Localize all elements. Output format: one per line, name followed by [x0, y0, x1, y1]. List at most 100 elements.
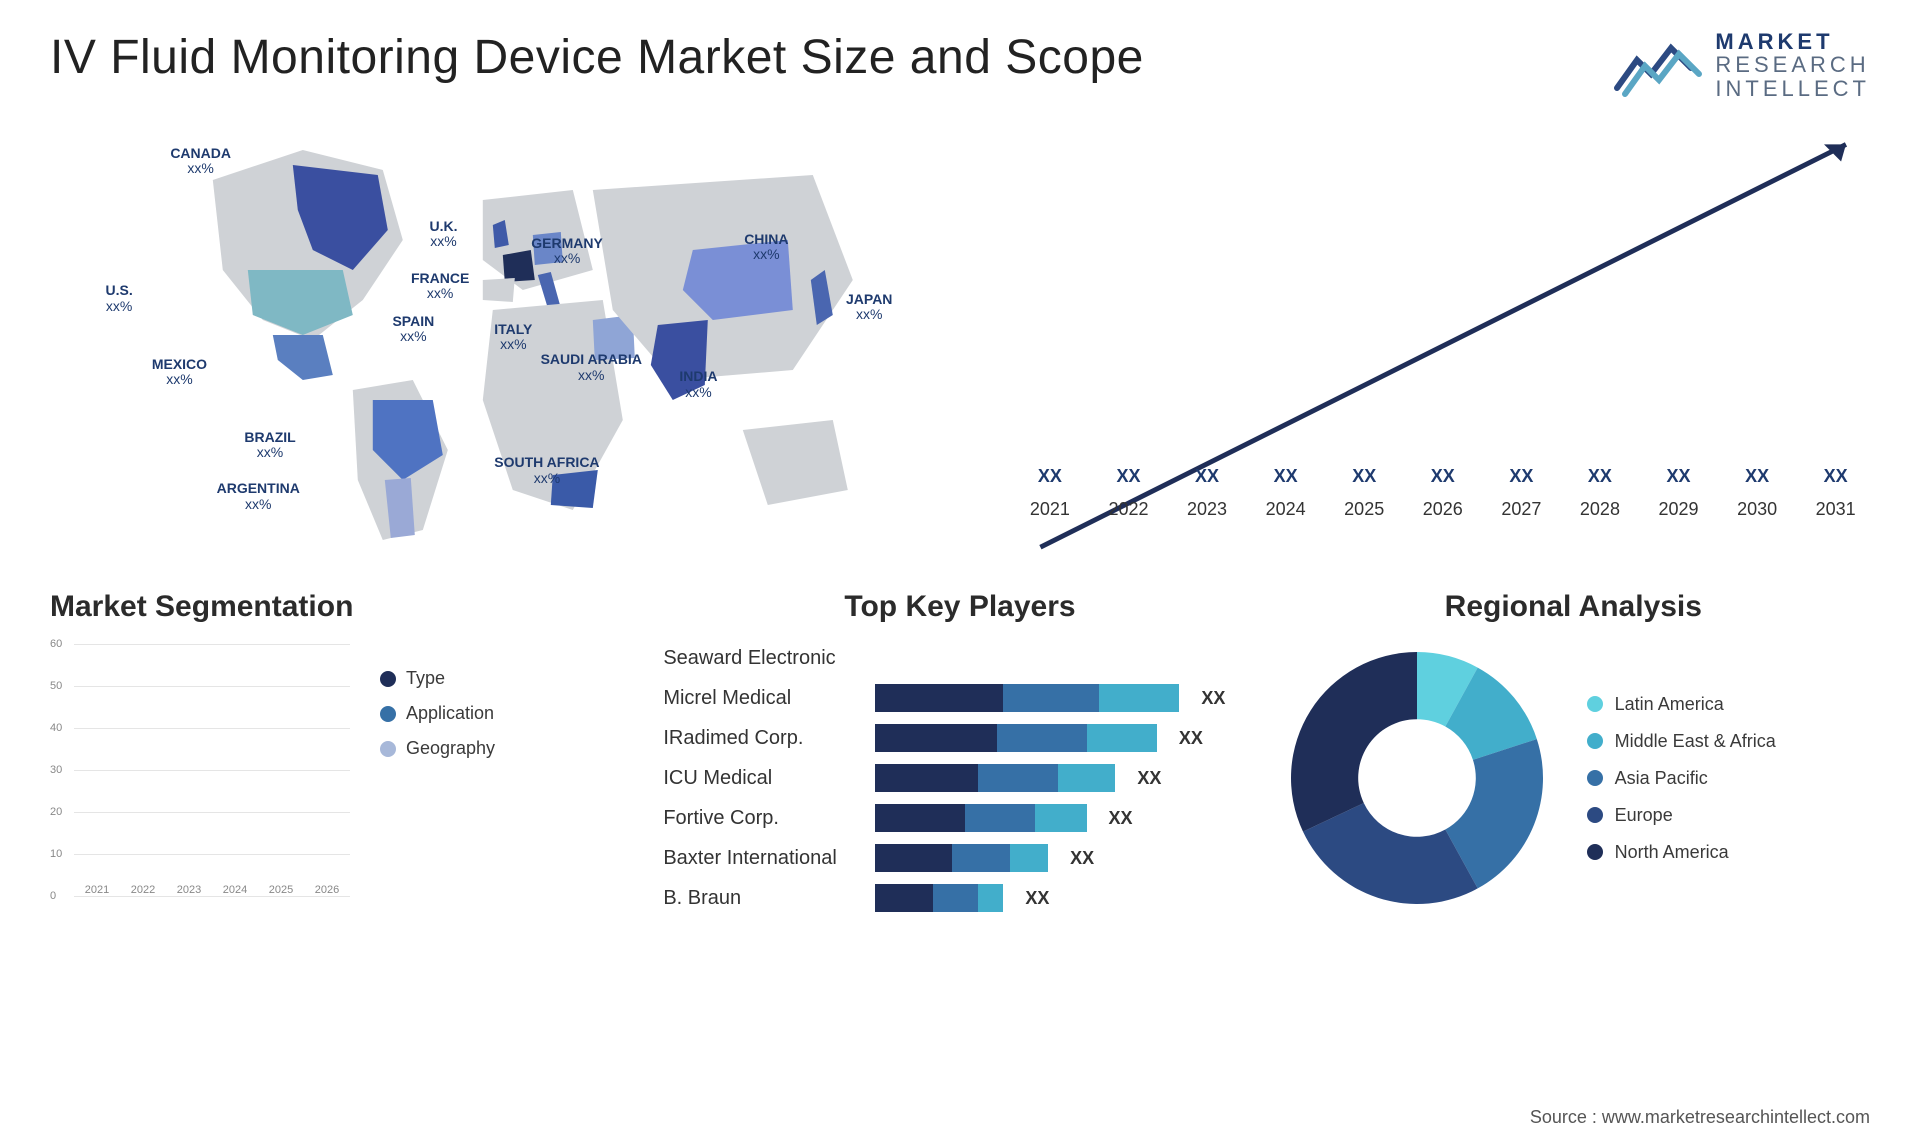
key-player-value: XX — [1137, 768, 1161, 789]
key-player-segment — [952, 844, 1010, 872]
map-label: SAUDI ARABIAxx% — [541, 352, 642, 383]
key-player-value: XX — [1179, 728, 1203, 749]
seg-legend-label: Type — [406, 668, 445, 689]
seg-ytick: 0 — [50, 890, 56, 902]
timeseries-column: XX 2026 — [1408, 466, 1477, 520]
timeseries-xlabel: 2022 — [1108, 499, 1148, 520]
map-label: SOUTH AFRICAxx% — [494, 455, 599, 486]
regional-legend-item: North America — [1587, 842, 1776, 863]
timeseries-column: XX 2023 — [1173, 466, 1242, 520]
segmentation-legend: TypeApplicationGeography — [380, 668, 495, 759]
timeseries-value-label: XX — [1195, 466, 1219, 487]
timeseries-xlabel: 2030 — [1737, 499, 1777, 520]
seg-column: 2024 — [216, 878, 254, 896]
key-player-segment — [933, 884, 978, 912]
regional-legend: Latin America Middle East & Africa Asia Pa… — [1587, 694, 1776, 863]
map-label: ARGENTINAxx% — [217, 481, 300, 512]
world-map-panel: CANADAxx%U.S.xx%MEXICOxx%BRAZILxx%ARGENT… — [50, 120, 976, 550]
seg-column: 2023 — [170, 878, 208, 896]
seg-ytick: 10 — [50, 848, 62, 860]
timeseries-value-label: XX — [1038, 466, 1062, 487]
map-label: BRAZILxx% — [244, 430, 295, 461]
seg-ytick: 50 — [50, 680, 62, 692]
timeseries-xlabel: 2029 — [1658, 499, 1698, 520]
key-player-label: Baxter International — [663, 847, 863, 870]
timeseries-value-label: XX — [1431, 466, 1455, 487]
key-player-segment — [978, 884, 1004, 912]
legend-swatch-icon — [380, 706, 396, 722]
page-title: IV Fluid Monitoring Device Market Size a… — [50, 30, 1144, 85]
timeseries-value-label: XX — [1824, 466, 1848, 487]
timeseries-column: XX 2022 — [1094, 466, 1163, 520]
key-player-segment — [965, 804, 1035, 832]
seg-ytick: 60 — [50, 638, 62, 650]
seg-xlabel: 2024 — [223, 884, 247, 896]
regional-legend-item: Europe — [1587, 805, 1776, 826]
map-label: JAPANxx% — [846, 292, 892, 323]
donut-slice — [1291, 652, 1417, 832]
key-players-title: Top Key Players — [663, 590, 1256, 624]
brand-logo: MARKET RESEARCH INTELLECT — [1613, 30, 1870, 100]
seg-xlabel: 2023 — [177, 884, 201, 896]
key-player-row: IRadimed Corp. XX — [663, 718, 1256, 758]
timeseries-column: XX2027 — [1487, 466, 1556, 520]
key-players-chart: Seaward ElectronicMicrel MedicalXXIRadim… — [663, 638, 1256, 918]
regional-legend-label: Latin America — [1615, 694, 1724, 715]
timeseries-value-label: XX — [1274, 466, 1298, 487]
timeseries-value-label: XX — [1116, 466, 1140, 487]
key-player-label: IRadimed Corp. — [663, 727, 863, 750]
key-player-segment — [997, 724, 1087, 752]
seg-column: 2026 — [308, 878, 346, 896]
seg-xlabel: 2022 — [131, 884, 155, 896]
key-player-row: B. Braun XX — [663, 878, 1256, 918]
timeseries-column: XX2024 — [1251, 466, 1320, 520]
timeseries-xlabel: 2028 — [1580, 499, 1620, 520]
segmentation-panel: Market Segmentation 01020304050602021202… — [50, 590, 643, 918]
key-player-segment — [875, 724, 997, 752]
timeseries-value-label: XX — [1352, 466, 1376, 487]
key-player-segment — [1035, 804, 1086, 832]
map-label: U.S.xx% — [106, 283, 133, 314]
key-player-value: XX — [1025, 888, 1049, 909]
timeseries-xlabel: 2026 — [1423, 499, 1463, 520]
seg-xlabel: 2026 — [315, 884, 339, 896]
regional-legend-item: Asia Pacific — [1587, 768, 1776, 789]
timeseries-xlabel: 2025 — [1344, 499, 1384, 520]
key-player-value: XX — [1070, 848, 1094, 869]
seg-legend-item: Type — [380, 668, 495, 689]
key-player-value: XX — [1109, 808, 1133, 829]
key-players-panel: Top Key Players Seaward ElectronicMicrel… — [663, 590, 1256, 918]
key-player-label: ICU Medical — [663, 767, 863, 790]
market-size-chart: XX2021XX2022XX2023XX2024XX2025XX2026XX20… — [1016, 120, 1870, 550]
key-player-label: Micrel Medical — [663, 687, 863, 710]
timeseries-value-label: XX — [1588, 466, 1612, 487]
map-label: GERMANYxx% — [531, 236, 603, 267]
logo-mark-icon — [1613, 30, 1703, 100]
regional-legend-item: Middle East & Africa — [1587, 731, 1776, 752]
timeseries-column: XX 2021 — [1016, 466, 1085, 520]
legend-swatch-icon — [1587, 770, 1603, 786]
map-label: CHINAxx% — [744, 232, 788, 263]
key-player-label: B. Braun — [663, 887, 863, 910]
legend-swatch-icon — [1587, 733, 1603, 749]
seg-column: 2022 — [124, 878, 162, 896]
seg-legend-item: Geography — [380, 738, 495, 759]
regional-legend-label: North America — [1615, 842, 1729, 863]
key-player-segment — [875, 884, 933, 912]
regional-legend-label: Middle East & Africa — [1615, 731, 1776, 752]
key-player-label: Fortive Corp. — [663, 807, 863, 830]
timeseries-xlabel: 2023 — [1187, 499, 1227, 520]
key-player-segment — [875, 804, 965, 832]
legend-swatch-icon — [380, 741, 396, 757]
map-label: CANADAxx% — [170, 146, 231, 177]
key-player-segment — [875, 684, 1003, 712]
seg-ytick: 20 — [50, 806, 62, 818]
map-label: INDIAxx% — [679, 369, 717, 400]
legend-swatch-icon — [1587, 807, 1603, 823]
timeseries-xlabel: 2021 — [1030, 499, 1070, 520]
key-player-row: ICU Medical XX — [663, 758, 1256, 798]
timeseries-column: XX 2028 — [1566, 466, 1635, 520]
legend-swatch-icon — [1587, 844, 1603, 860]
seg-ytick: 30 — [50, 764, 62, 776]
key-player-segment — [1058, 764, 1116, 792]
